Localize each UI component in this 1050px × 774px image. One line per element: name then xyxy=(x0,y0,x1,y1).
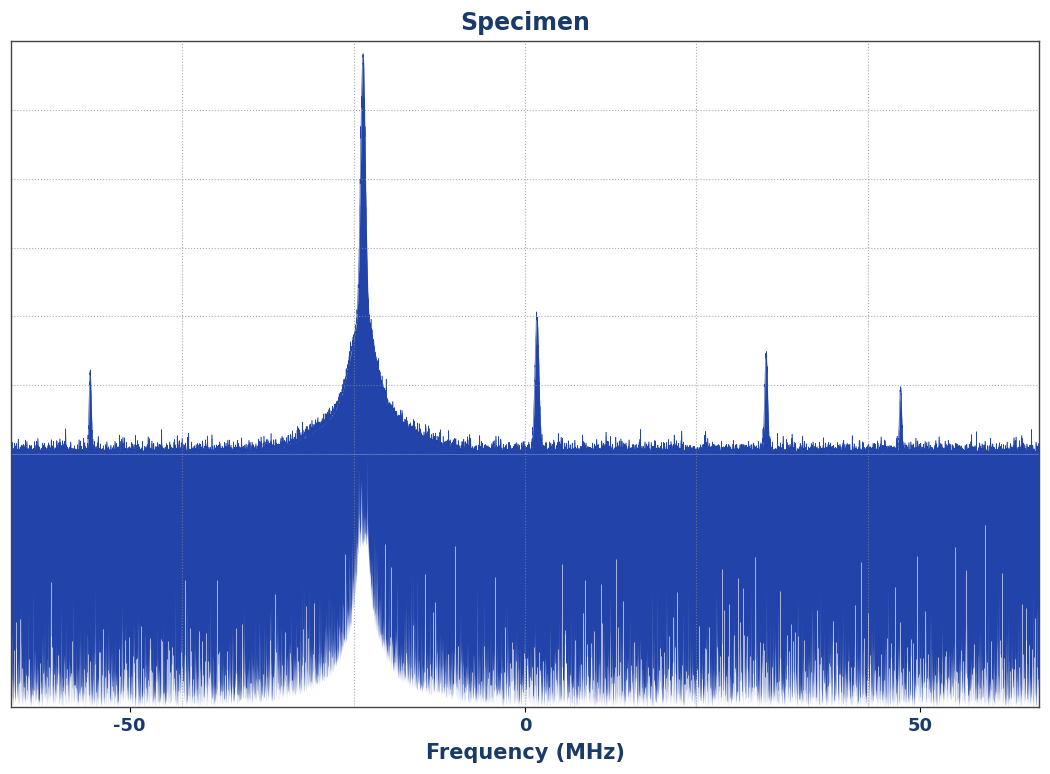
X-axis label: Frequency (MHz): Frequency (MHz) xyxy=(425,743,625,763)
Title: Specimen: Specimen xyxy=(460,11,590,35)
